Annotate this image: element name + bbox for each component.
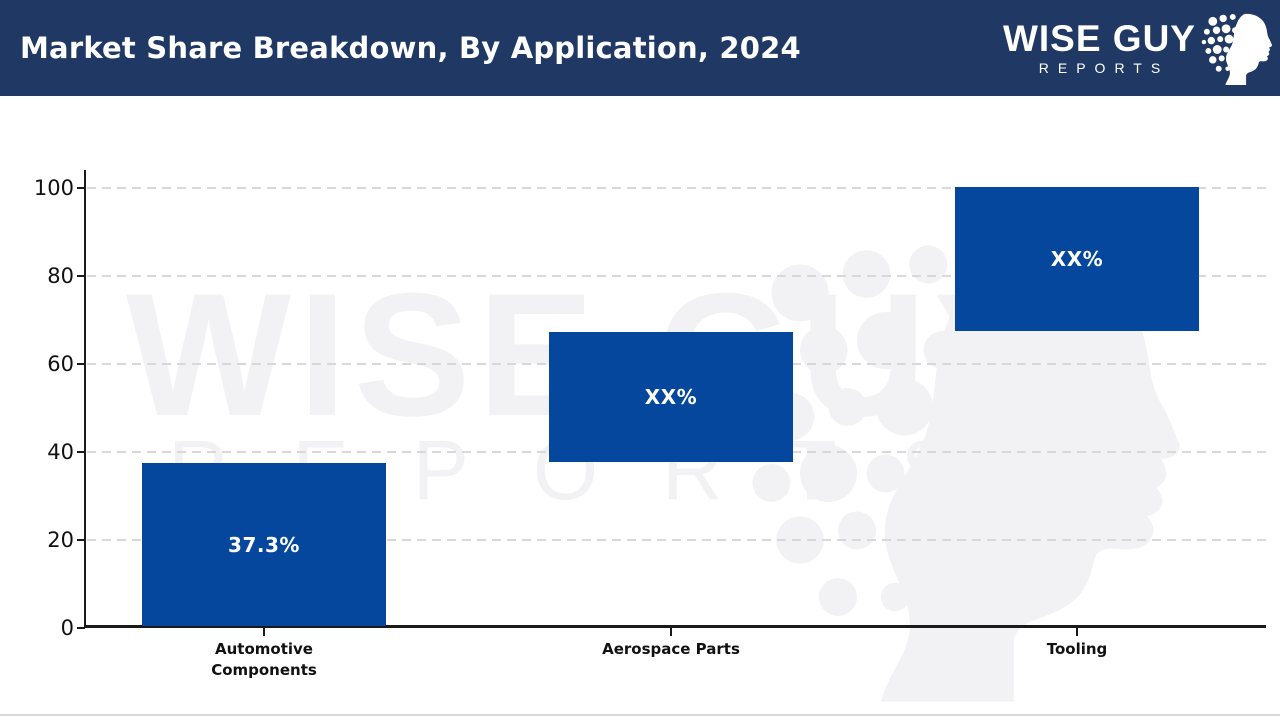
header-bar: Market Share Breakdown, By Application, … <box>0 0 1280 96</box>
logo-head-icon <box>1198 8 1272 88</box>
y-tick-mark <box>77 539 85 541</box>
y-tick-label: 100 <box>33 176 74 200</box>
gridline <box>87 275 1266 277</box>
bar: XX% <box>955 187 1199 331</box>
x-axis-line <box>85 625 1266 628</box>
wise-guy-logo: WISE GUY REPORTS <box>1003 6 1272 90</box>
gridline <box>87 187 1266 189</box>
y-tick-mark <box>77 187 85 189</box>
x-tick-mark <box>670 628 672 636</box>
logo-text: WISE GUY REPORTS <box>1002 18 1196 76</box>
bar: 37.3% <box>142 463 386 626</box>
bar-value-label: XX% <box>1050 247 1104 271</box>
y-axis-line <box>84 170 86 628</box>
y-tick-label: 40 <box>47 440 74 464</box>
y-tick-mark <box>77 627 85 629</box>
x-tick-mark <box>263 628 265 636</box>
x-tick-mark <box>1076 628 1078 636</box>
gridline <box>87 539 1266 541</box>
y-tick-mark <box>77 363 85 365</box>
logo-wordmark: WISE GUY <box>1002 18 1196 60</box>
bar-value-label: 37.3% <box>228 532 300 557</box>
page-title: Market Share Breakdown, By Application, … <box>20 31 801 65</box>
logo-subtitle: REPORTS <box>1038 59 1170 76</box>
y-tick-label: 0 <box>60 616 74 640</box>
y-tick-mark <box>77 275 85 277</box>
category-label: Aerospace Parts <box>602 640 740 658</box>
y-tick-label: 20 <box>47 528 74 552</box>
y-tick-label: 80 <box>47 264 74 288</box>
bar: XX% <box>549 332 793 462</box>
category-label: Tooling <box>1046 640 1108 658</box>
y-tick-label: 60 <box>47 352 74 376</box>
bottom-divider <box>0 714 1280 716</box>
category-label: Automotive Components <box>211 640 317 679</box>
bar-value-label: XX% <box>644 385 698 409</box>
y-tick-mark <box>77 451 85 453</box>
